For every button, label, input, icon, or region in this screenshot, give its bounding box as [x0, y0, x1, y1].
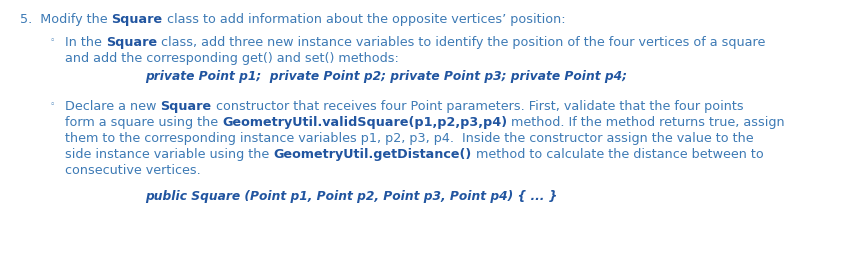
- Text: ◦: ◦: [50, 100, 56, 109]
- Text: Square: Square: [160, 100, 212, 113]
- Text: constructor that receives four Point parameters. First, validate that the four p: constructor that receives four Point par…: [212, 100, 744, 113]
- Text: private Point p1;  private Point p2; private Point p3; private Point p4;: private Point p1; private Point p2; priv…: [145, 70, 627, 83]
- Text: method to calculate the distance between to: method to calculate the distance between…: [471, 148, 763, 161]
- Text: method. If the method returns true, assign: method. If the method returns true, assi…: [507, 116, 785, 129]
- Text: Square: Square: [106, 36, 157, 49]
- Text: In the: In the: [65, 36, 106, 49]
- Text: 5.  Modify the: 5. Modify the: [20, 13, 111, 26]
- Text: GeometryUtil.getDistance(): GeometryUtil.getDistance(): [273, 148, 471, 161]
- Text: Declare a new: Declare a new: [65, 100, 160, 113]
- Text: public Square (Point p1, Point p2, Point p3, Point p4) { ... }: public Square (Point p1, Point p2, Point…: [145, 190, 557, 203]
- Text: them to the corresponding instance variables p1, p2, p3, p4.  Inside the constru: them to the corresponding instance varia…: [65, 132, 754, 145]
- Text: side instance variable using the: side instance variable using the: [65, 148, 273, 161]
- Text: Square: Square: [111, 13, 163, 26]
- Text: GeometryUtil.validSquare(p1,p2,p3,p4): GeometryUtil.validSquare(p1,p2,p3,p4): [222, 116, 507, 129]
- Text: ◦: ◦: [50, 36, 56, 45]
- Text: class to add information about the opposite vertices’ position:: class to add information about the oppos…: [163, 13, 566, 26]
- Text: class, add three new instance variables to identify the position of the four ver: class, add three new instance variables …: [157, 36, 765, 49]
- Text: consecutive vertices.: consecutive vertices.: [65, 164, 201, 177]
- Text: form a square using the: form a square using the: [65, 116, 222, 129]
- Text: and add the corresponding get() and set() methods:: and add the corresponding get() and set(…: [65, 52, 399, 65]
